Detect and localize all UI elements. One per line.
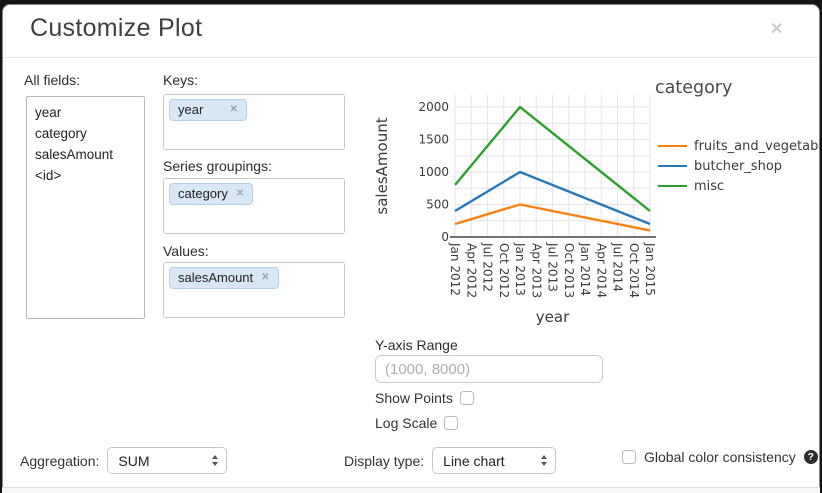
x-tick-label: Apr 2014 [594,243,608,298]
legend-title: category [655,78,733,98]
tag-salesamount[interactable]: salesAmount ✕ [169,267,279,289]
help-icon[interactable]: ? [803,450,818,464]
x-tick-label: Jul 2012 [481,242,495,292]
display-type-select[interactable]: Line chart [432,447,557,474]
series-groupings-label: Series groupings: [163,158,272,174]
dialog-title: Customize Plot [30,14,203,42]
legend-label: fruits_and_vegetables [694,138,820,154]
tag-label: salesAmount [178,270,254,285]
x-tick-label: Jul 2014 [611,242,625,292]
field-item-id[interactable]: <id> [35,168,62,183]
x-tick-label: Apr 2012 [464,243,478,298]
keys-label: Keys: [163,72,199,88]
values-dropbox[interactable]: salesAmount ✕ [163,262,345,318]
global-color-row: Global color consistency ? [622,449,818,465]
tag-remove-icon[interactable]: ✕ [229,104,238,115]
series-groupings-dropbox[interactable]: category ✕ [163,178,345,234]
x-tick-label: Jan 2013 [513,242,527,296]
series-line-butcher_shop [454,170,651,226]
series-line-fruits_and_vegetables [454,203,651,232]
legend-label: butcher_shop [694,158,783,174]
global-color-checkbox[interactable] [622,450,636,464]
x-tick-label: Oct 2014 [627,243,641,298]
y-axis-range-input[interactable] [375,355,603,383]
show-points-row: Show Points [375,390,474,406]
legend-line-icon [658,185,687,187]
legend-entry: misc [658,176,820,196]
line-chart: 0 500 1000 1500 2000 Jan 2012 Apr 2012 Jul 2012… [373,95,657,326]
display-type-row: Display type: Line chart [344,447,557,474]
legend-line-icon [658,165,687,167]
series-line-misc [454,105,651,212]
y-axis-range-label: Y-axis Range [375,337,458,353]
close-icon[interactable]: ✕ [770,21,784,38]
select-arrows-icon [212,455,219,466]
tag-year[interactable]: year ✕ [169,99,247,121]
display-type-label: Display type: [344,452,425,469]
x-tick-label: Oct 2012 [497,243,511,298]
x-tick-label: Jan 2014 [578,242,592,296]
select-arrows-icon [541,455,548,466]
y-axis-title: salesAmount [373,117,391,214]
x-tick-label: Apr 2013 [529,243,543,298]
x-axis-title: year [536,308,570,326]
field-item-category[interactable]: category [35,126,87,141]
global-color-label: Global color consistency [644,449,796,465]
log-scale-row: Log Scale [375,415,459,431]
legend-label: misc [694,178,725,194]
log-scale-label: Log Scale [375,415,438,431]
x-tick-label: Jan 2012 [448,242,462,296]
aggregation-value: SUM [118,452,150,469]
show-points-checkbox[interactable] [459,391,474,405]
tag-label: category [178,186,228,201]
log-scale-checkbox[interactable] [444,416,459,430]
tag-remove-icon[interactable]: ✕ [235,188,245,199]
tag-label: year [178,102,204,117]
aggregation-select[interactable]: SUM [107,447,228,474]
legend-entry: butcher_shop [658,156,820,176]
tag-category[interactable]: category ✕ [169,183,254,205]
aggregation-label: Aggregation: [20,452,100,469]
all-fields-label: All fields: [24,72,81,88]
dialog-footer [2,487,820,493]
y-tick-label: 2000 [418,100,449,114]
keys-dropbox[interactable]: year ✕ [163,94,345,150]
y-tick-label: 1500 [418,133,449,147]
legend-entry: fruits_and_vegetables [658,136,820,156]
show-points-label: Show Points [375,390,453,406]
y-tick-label: 500 [426,198,449,212]
tag-remove-icon[interactable]: ✕ [261,272,270,283]
y-tick-label: 1000 [418,165,449,179]
legend-line-icon [658,145,687,147]
field-item-salesamount[interactable]: salesAmount [35,147,114,162]
x-tick-label: Jul 2013 [546,242,560,292]
x-tick-label: Oct 2013 [562,243,576,298]
all-fields-listbox[interactable]: year category salesAmount <id> [26,96,145,319]
x-tick-label: Jan 2015 [643,242,657,296]
header-divider [3,57,819,58]
field-item-year[interactable]: year [35,105,62,120]
aggregation-row: Aggregation: SUM [20,447,228,474]
y-tick-label: 0 [441,230,449,244]
display-type-value: Line chart [443,452,505,469]
values-label: Values: [163,243,209,259]
